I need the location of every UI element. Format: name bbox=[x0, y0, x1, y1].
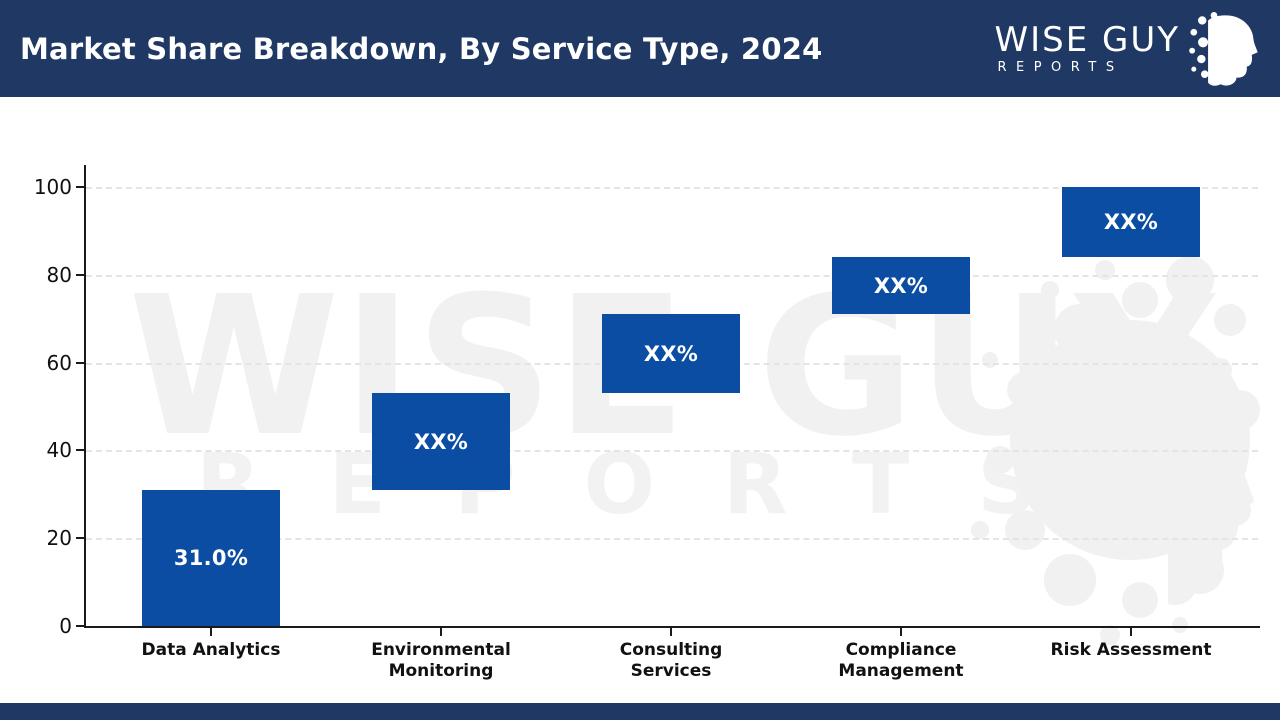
bar-value-label: XX% bbox=[1103, 210, 1159, 235]
bar-value-label: XX% bbox=[873, 273, 929, 298]
x-tick-label: Consulting Services bbox=[619, 640, 723, 682]
gridline bbox=[86, 187, 1258, 189]
y-tick-mark bbox=[76, 625, 84, 627]
y-tick-mark bbox=[76, 537, 84, 540]
x-axis-line bbox=[84, 626, 1260, 628]
x-tick-label: Compliance Management bbox=[838, 640, 964, 682]
bar-risk-assessment: XX% bbox=[1062, 187, 1200, 258]
watermark-subtext: REPORTS bbox=[196, 435, 1106, 533]
gridline bbox=[86, 538, 1258, 541]
header-bar: Market Share Breakdown, By Service Type,… bbox=[0, 0, 1280, 97]
gridline bbox=[86, 450, 1258, 453]
x-tick-mark bbox=[900, 628, 902, 636]
bar-consulting-services: XX% bbox=[602, 314, 740, 394]
y-tick-label: 0 bbox=[59, 614, 72, 638]
x-tick-label: Risk Assessment bbox=[1050, 640, 1212, 660]
footer-bar bbox=[0, 703, 1280, 720]
watermark-face-icon bbox=[971, 256, 1260, 645]
bar-value-label: 31.0% bbox=[173, 545, 249, 570]
bar-data-analytics: 31.0% bbox=[142, 489, 280, 626]
page-title: Market Share Breakdown, By Service Type,… bbox=[20, 31, 823, 66]
wiseguy-logo: WISE GUY REPORTS bbox=[994, 7, 1262, 91]
y-tick-label: 40 bbox=[46, 438, 72, 463]
y-tick-label: 20 bbox=[46, 526, 72, 551]
bar-value-label: XX% bbox=[643, 341, 699, 366]
gridline bbox=[86, 274, 1258, 277]
logo-subtext: REPORTS bbox=[997, 60, 1124, 75]
y-tick-mark bbox=[76, 361, 84, 364]
x-tick-mark bbox=[440, 628, 442, 636]
x-tick-mark bbox=[1130, 628, 1132, 636]
bar-value-label: XX% bbox=[413, 429, 469, 454]
bar-environmental-monitoring: XX% bbox=[372, 393, 510, 490]
x-tick-label: Data Analytics bbox=[141, 640, 281, 660]
y-tick-label: 60 bbox=[46, 350, 72, 375]
y-tick-mark bbox=[76, 186, 84, 188]
plot-area: 0 20 40 60 80 100 31.0% Data Analytics XX% Enviro… bbox=[0, 97, 1280, 720]
x-tick-label: Environmental Monitoring bbox=[371, 640, 511, 682]
logo-wordmark: WISE GUY bbox=[994, 20, 1180, 60]
y-tick-label: 100 bbox=[33, 175, 72, 199]
y-tick-mark bbox=[76, 273, 84, 276]
x-tick-mark bbox=[670, 628, 672, 636]
y-tick-label: 80 bbox=[46, 262, 72, 287]
x-tick-mark bbox=[210, 628, 212, 636]
bar-compliance-management: XX% bbox=[832, 257, 970, 315]
y-axis-line bbox=[84, 165, 86, 627]
y-tick-mark bbox=[76, 449, 84, 452]
logo-face-icon bbox=[1189, 11, 1258, 86]
logo-text: WISE GUY REPORTS bbox=[994, 23, 1180, 74]
